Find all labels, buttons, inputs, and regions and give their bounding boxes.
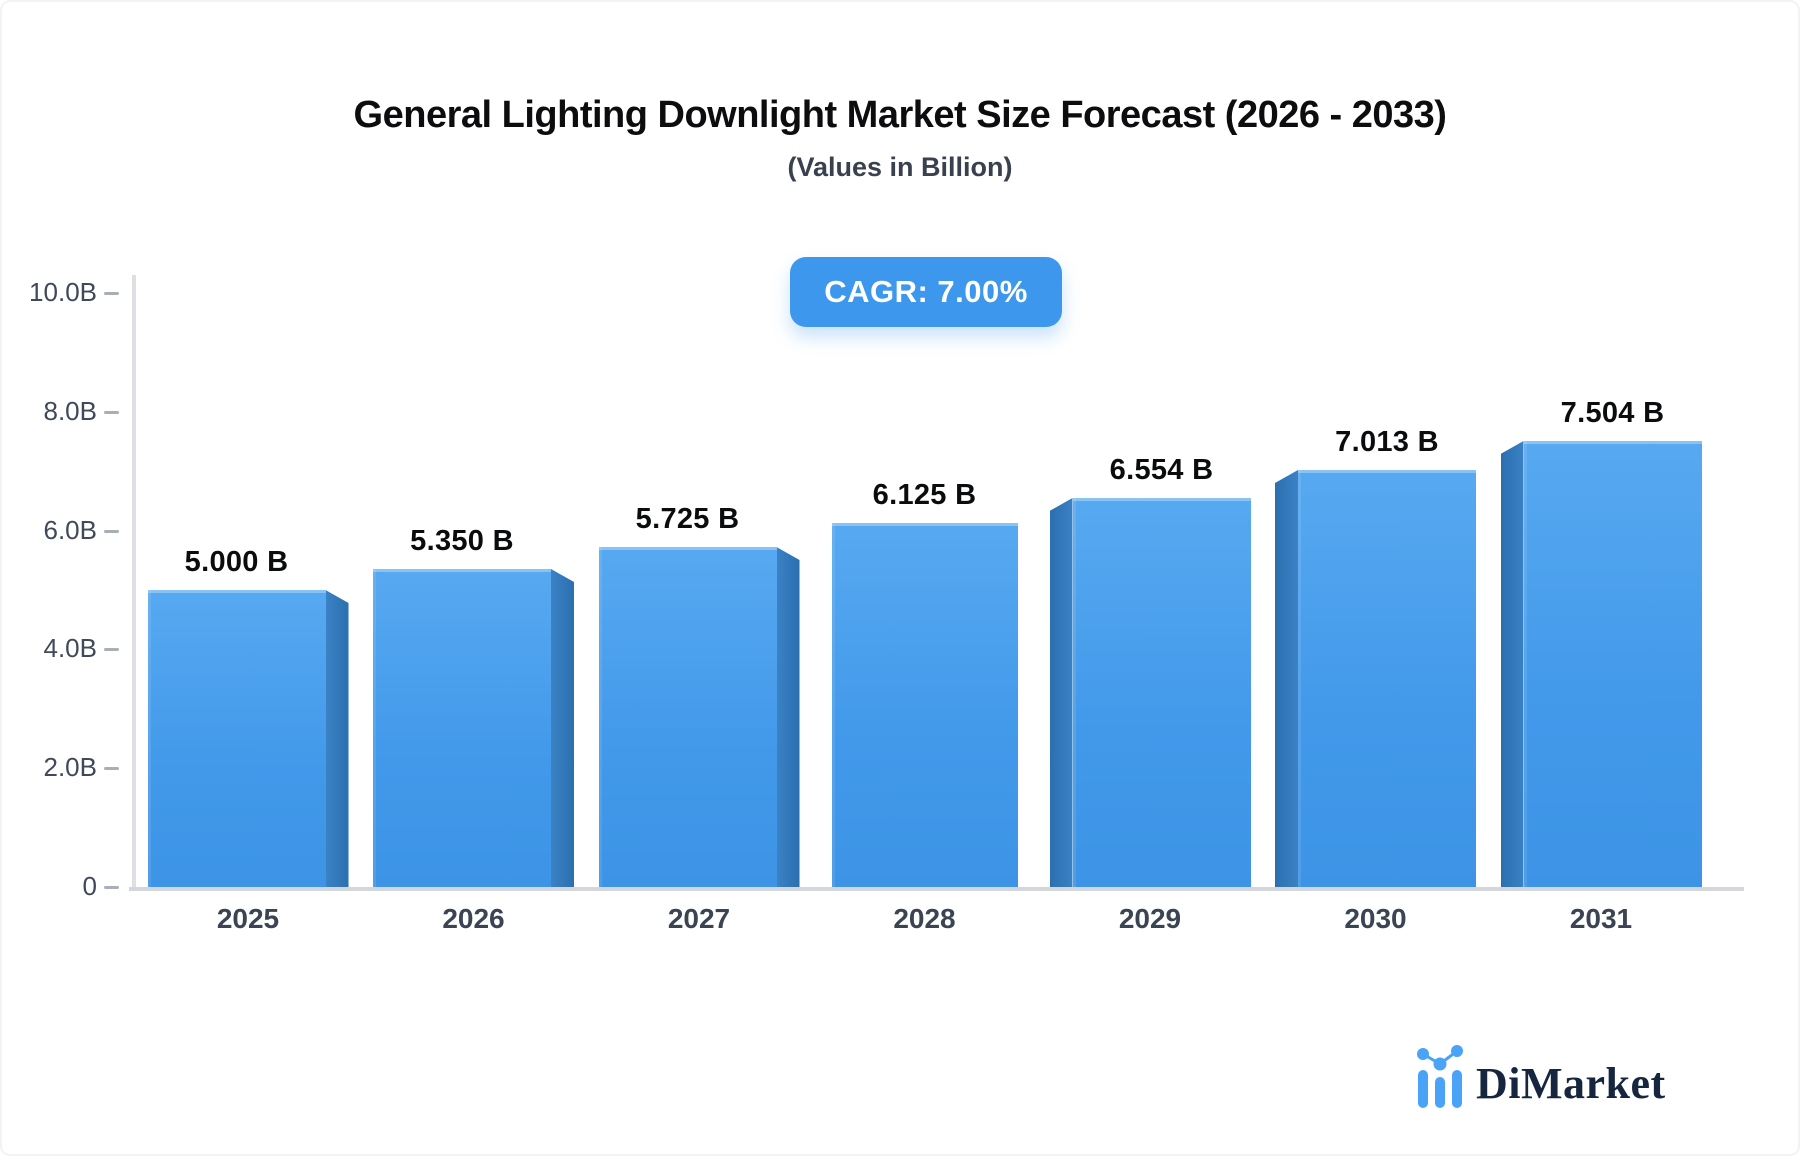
x-axis-label: 2027 bbox=[667, 903, 731, 934]
y-axis-tick-label: 4.0B bbox=[43, 633, 98, 664]
y-axis-tick bbox=[104, 886, 119, 889]
x-axis-label: 2025 bbox=[216, 903, 280, 934]
x-axis-label: 2029 bbox=[1118, 903, 1182, 934]
y-axis-tick-label: 6.0B bbox=[43, 514, 98, 545]
bar-value-label: 5.000 B bbox=[184, 546, 289, 578]
x-axis-label: 2030 bbox=[1344, 903, 1407, 934]
bar-value-label: 6.554 B bbox=[1109, 454, 1214, 486]
bar-side-face-2030 bbox=[1275, 470, 1298, 887]
chart-title: General Lighting Downlight Market Size F… bbox=[353, 94, 1447, 136]
bar-value-label: 7.013 B bbox=[1335, 426, 1439, 458]
x-axis-line bbox=[129, 887, 1744, 891]
y-axis-tick-label: 0 bbox=[82, 871, 97, 901]
bar-value-label: 6.125 B bbox=[872, 479, 977, 511]
bar-2028 bbox=[831, 523, 1018, 887]
y-axis-tick-label: 10.0B bbox=[29, 277, 97, 307]
bar-2030 bbox=[1298, 470, 1476, 887]
bar-side-face-2029 bbox=[1049, 498, 1073, 887]
y-axis-tick-label: 8.0B bbox=[43, 395, 98, 426]
x-axis-label: 2031 bbox=[1569, 903, 1633, 934]
bar-side-face-2026 bbox=[551, 569, 574, 887]
bar-side-face-2027 bbox=[776, 547, 800, 887]
x-axis-label: 2026 bbox=[442, 903, 505, 934]
cagr-badge: CAGR: 7.00% bbox=[790, 257, 1062, 327]
y-axis-line bbox=[132, 275, 136, 891]
y-axis-tick bbox=[104, 767, 119, 771]
bar-side-face-2031 bbox=[1500, 441, 1524, 887]
bar-2029 bbox=[1072, 498, 1251, 887]
bar-value-label: 5.350 B bbox=[410, 525, 514, 557]
bar-value-label: 7.504 B bbox=[1560, 397, 1665, 429]
dimarket-logo: DiMarket bbox=[1416, 1044, 1666, 1110]
bar-value-label: 5.725 B bbox=[635, 503, 740, 535]
bar-side-face-2025 bbox=[325, 590, 349, 887]
y-axis-tick bbox=[104, 410, 119, 414]
y-axis-tick-label: 2.0B bbox=[43, 752, 98, 783]
y-axis-tick bbox=[104, 292, 119, 295]
bar-2027 bbox=[598, 547, 777, 887]
bar-2026 bbox=[373, 569, 551, 887]
bar-2025 bbox=[147, 590, 326, 887]
chart-subtitle: (Values in Billion) bbox=[787, 152, 1013, 182]
y-axis-tick bbox=[104, 529, 119, 533]
x-axis-label: 2028 bbox=[893, 903, 956, 934]
bar-2031 bbox=[1523, 441, 1702, 887]
dimarket-logo-icon bbox=[1417, 1045, 1463, 1108]
dimarket-logo-text: DiMarket bbox=[1476, 1059, 1666, 1108]
y-axis-tick bbox=[104, 648, 119, 652]
